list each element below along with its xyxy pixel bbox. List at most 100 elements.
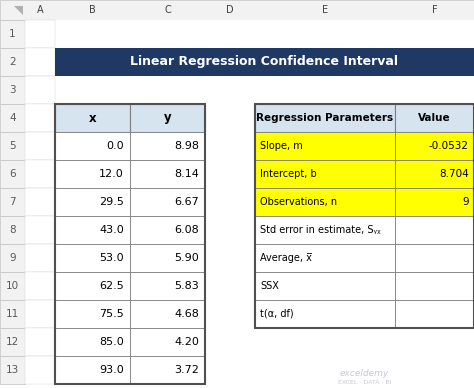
Text: 2: 2: [9, 57, 16, 67]
Text: 8.14: 8.14: [174, 169, 199, 179]
Text: 12: 12: [6, 337, 19, 347]
Bar: [395, 188, 474, 216]
Bar: [55, 356, 130, 384]
Bar: [0, 48, 25, 76]
Bar: [255, 160, 395, 188]
Bar: [255, 104, 395, 132]
Bar: [55, 160, 130, 188]
Text: A: A: [36, 5, 43, 15]
Text: Average, x̅: Average, x̅: [260, 253, 312, 263]
Text: D: D: [226, 5, 234, 15]
Bar: [130, 244, 205, 272]
Text: 6.08: 6.08: [174, 225, 199, 235]
Bar: [25, 48, 55, 76]
Text: 11: 11: [6, 309, 19, 319]
Text: 3: 3: [9, 85, 16, 95]
Bar: [55, 272, 130, 300]
Text: 8.704: 8.704: [439, 169, 469, 179]
Text: y: y: [164, 111, 171, 125]
Bar: [25, 216, 55, 244]
Text: 29.5: 29.5: [99, 197, 124, 207]
Bar: [55, 104, 205, 384]
Text: SSX: SSX: [260, 281, 279, 291]
Bar: [255, 188, 395, 216]
Bar: [395, 244, 474, 272]
Text: Std error in estimate, Sᵧᵪ: Std error in estimate, Sᵧᵪ: [260, 225, 381, 235]
Text: 13: 13: [6, 365, 19, 375]
Text: 3.72: 3.72: [174, 365, 199, 375]
Bar: [130, 272, 205, 300]
Bar: [130, 188, 205, 216]
Text: E: E: [322, 5, 328, 15]
Bar: [25, 188, 55, 216]
Bar: [255, 300, 395, 328]
Bar: [395, 104, 474, 132]
Text: 8.98: 8.98: [174, 141, 199, 151]
Text: 62.5: 62.5: [99, 281, 124, 291]
Bar: [130, 160, 205, 188]
Text: 4: 4: [9, 113, 16, 123]
Text: 6.67: 6.67: [174, 197, 199, 207]
Bar: [395, 216, 474, 244]
Text: x: x: [89, 111, 96, 125]
Polygon shape: [14, 5, 23, 14]
Bar: [25, 160, 55, 188]
Bar: [25, 356, 55, 384]
Bar: [25, 104, 55, 132]
Text: Value: Value: [418, 113, 451, 123]
Bar: [0, 272, 25, 300]
Bar: [255, 132, 395, 160]
Bar: [0, 216, 25, 244]
Text: 1: 1: [9, 29, 16, 39]
Text: 5: 5: [9, 141, 16, 151]
Bar: [0, 20, 25, 48]
Bar: [25, 20, 55, 48]
Bar: [130, 132, 205, 160]
Bar: [0, 244, 25, 272]
Bar: [0, 328, 25, 356]
Text: 5.90: 5.90: [174, 253, 199, 263]
Bar: [55, 48, 474, 76]
Text: Regression Parameters: Regression Parameters: [256, 113, 393, 123]
Bar: [130, 300, 205, 328]
Bar: [0, 0, 474, 20]
Bar: [255, 216, 395, 244]
Bar: [255, 272, 395, 300]
Bar: [0, 160, 25, 188]
Bar: [55, 244, 130, 272]
Bar: [130, 328, 205, 356]
Text: 7: 7: [9, 197, 16, 207]
Bar: [0, 132, 25, 160]
Bar: [130, 104, 205, 132]
Text: C: C: [164, 5, 171, 15]
Text: 0.0: 0.0: [106, 141, 124, 151]
Text: Observations, n: Observations, n: [260, 197, 337, 207]
Text: -0.0532: -0.0532: [429, 141, 469, 151]
Text: t(α, df): t(α, df): [260, 309, 293, 319]
Text: EXCEL · DATA · BI: EXCEL · DATA · BI: [337, 381, 392, 386]
Text: Linear Regression Confidence Interval: Linear Regression Confidence Interval: [130, 55, 399, 69]
Text: 10: 10: [6, 281, 19, 291]
Text: Slope, m: Slope, m: [260, 141, 303, 151]
Bar: [25, 132, 55, 160]
Bar: [25, 76, 55, 104]
Text: 12.0: 12.0: [99, 169, 124, 179]
Text: 6: 6: [9, 169, 16, 179]
Bar: [0, 300, 25, 328]
Text: 75.5: 75.5: [99, 309, 124, 319]
Bar: [55, 132, 130, 160]
Bar: [395, 272, 474, 300]
Text: 4.20: 4.20: [174, 337, 199, 347]
Bar: [395, 132, 474, 160]
Bar: [55, 300, 130, 328]
Text: 5.83: 5.83: [174, 281, 199, 291]
Text: 4.68: 4.68: [174, 309, 199, 319]
Text: F: F: [432, 5, 438, 15]
Bar: [55, 328, 130, 356]
Bar: [255, 244, 395, 272]
Bar: [255, 104, 474, 328]
Text: exceldemy: exceldemy: [340, 369, 389, 378]
Bar: [25, 272, 55, 300]
Text: 93.0: 93.0: [99, 365, 124, 375]
Bar: [55, 216, 130, 244]
